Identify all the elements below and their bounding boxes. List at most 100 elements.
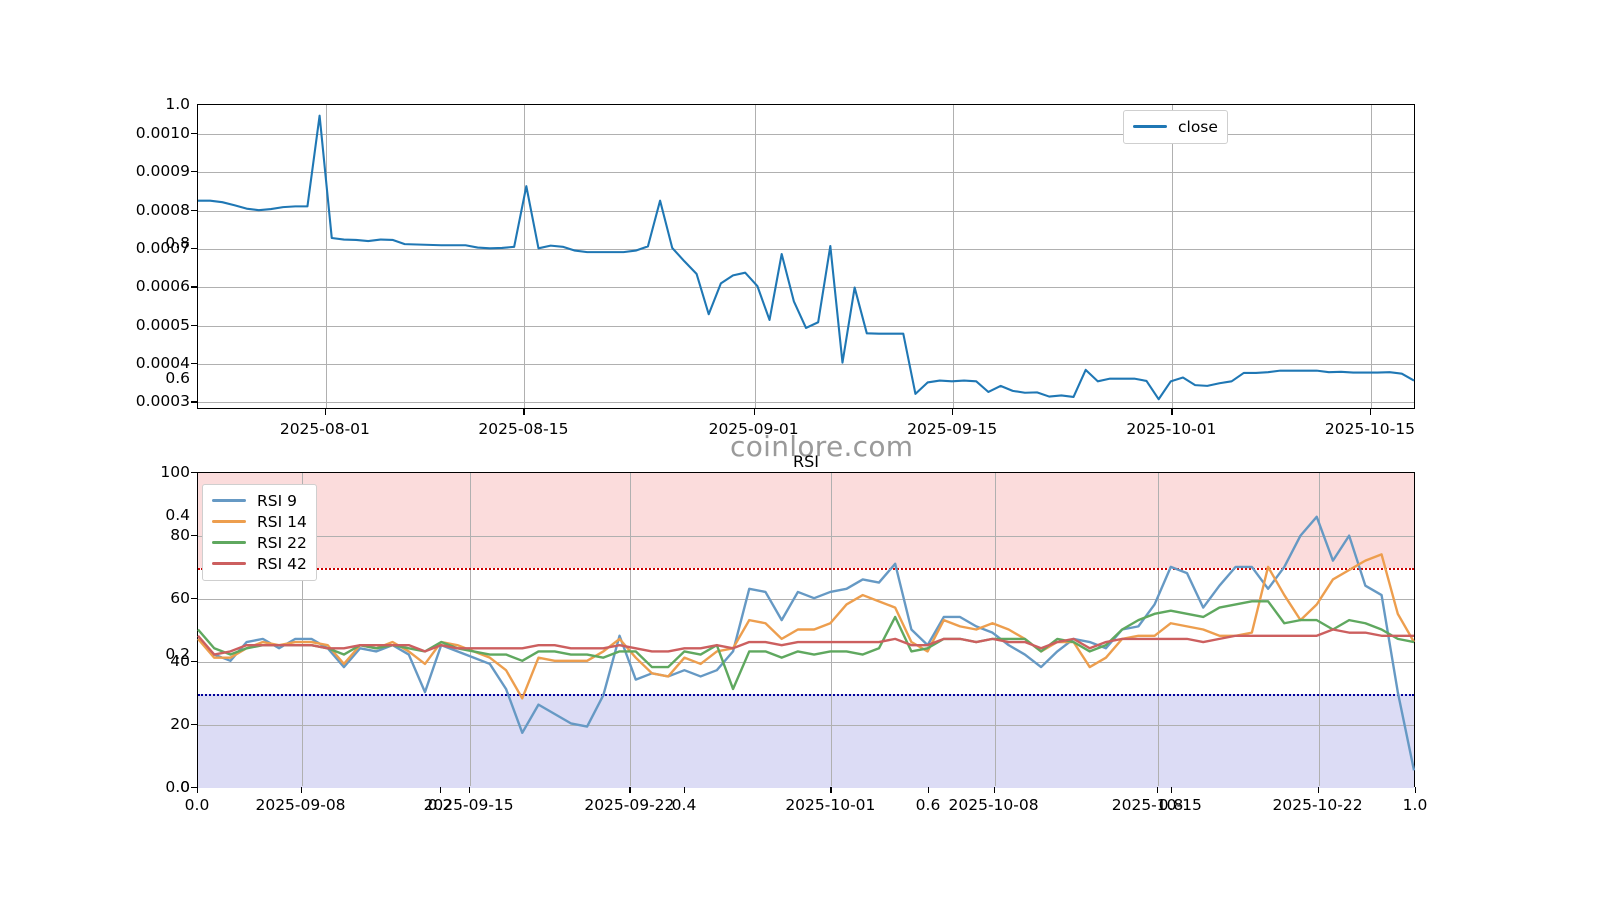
x-tick-mark [324, 409, 327, 415]
legend-label: close [1178, 117, 1218, 136]
rsi-x-tick-label: 2025-09-22 [584, 796, 675, 814]
gridline [630, 473, 632, 786]
rsi-line-rsi-9 [197, 515, 1416, 771]
rsi-y-tick-label: 20 [170, 715, 190, 733]
x-tick-mark [830, 787, 832, 793]
x-tick-mark [1415, 787, 1417, 793]
legend-item: RSI 22 [212, 532, 307, 553]
x-tick-mark [993, 787, 995, 793]
gridline [301, 473, 303, 786]
x-tick-mark [523, 409, 525, 415]
price-y-tick-label: 0.0007 [135, 238, 190, 257]
price-y-tick-label: 0.0005 [135, 315, 190, 334]
legend-swatch-icon [1133, 125, 1167, 128]
rsi-shaded-region [198, 473, 1414, 568]
x-tick-mark [440, 787, 442, 793]
rsi-y-tick-label-secondary: 0.0 [165, 778, 190, 796]
rsi-y-tick-label-secondary: 0.4 [165, 506, 190, 524]
legend-swatch-icon [212, 499, 246, 502]
x-tick-mark [1317, 787, 1319, 793]
gridline [198, 725, 1414, 726]
price-x-tick-label: 2025-10-01 [1126, 420, 1217, 438]
price-y-tick-label: 0.0009 [135, 162, 190, 181]
rsi-threshold-line [198, 693, 1414, 696]
rsi-x-tick-label-secondary: 1.0 [1402, 796, 1428, 814]
y-tick-mark [191, 132, 197, 135]
x-tick-mark [197, 787, 199, 793]
y-tick-mark [191, 661, 197, 663]
gridline [325, 105, 327, 408]
legend-label: RSI 22 [257, 533, 307, 552]
price-line-close [198, 114, 1415, 401]
price-y-tick-label-secondary: 1.0 [165, 95, 190, 113]
legend-label: RSI 9 [257, 491, 297, 510]
y-tick-mark [191, 171, 197, 173]
x-tick-mark [629, 787, 631, 793]
rsi-threshold-line [198, 567, 1414, 570]
price-x-tick-label: 2025-09-01 [708, 420, 799, 438]
price-x-tick-label: 2025-10-15 [1324, 420, 1415, 438]
x-tick-mark [1171, 787, 1173, 793]
x-tick-mark [1369, 409, 1372, 415]
x-tick-mark [928, 787, 930, 793]
price-series-close [198, 114, 1415, 401]
rsi-line-rsi-42 [197, 628, 1414, 656]
price-y-tick-label: 0.0003 [135, 392, 190, 411]
price-y-tick-label-secondary: 0.6 [165, 369, 190, 387]
rsi-y-tick-label: 60 [170, 589, 190, 607]
price-x-tick-label: 2025-08-15 [478, 420, 569, 438]
watermark: coinlore.com [730, 430, 914, 463]
rsi-x-tick-label: 2025-10-01 [785, 796, 876, 814]
price-y-tick-label: 0.0004 [135, 353, 190, 372]
rsi-x-tick-label-secondary: 0.8 [1158, 796, 1184, 814]
legend-item: RSI 9 [212, 490, 307, 511]
rsi-x-tick-label-secondary: 0.6 [915, 796, 941, 814]
gridline [754, 105, 756, 408]
y-tick-mark [191, 724, 197, 726]
gridline [198, 402, 1414, 404]
price-y-tick-label: 0.0010 [135, 123, 190, 142]
price-x-tick-label: 2025-09-15 [907, 420, 998, 438]
gridline [1370, 105, 1372, 408]
gridline [1318, 473, 1320, 786]
rsi-y-tick-label: 0 [180, 778, 190, 796]
x-tick-mark [468, 787, 470, 793]
rsi-y-tick-label: 100 [160, 463, 190, 481]
price-y-tick-label: 0.0006 [135, 277, 190, 296]
rsi-x-tick-label-secondary: 0.0 [184, 796, 210, 814]
gridline [198, 599, 1414, 600]
rsi-legend: RSI 9 RSI 14 RSI 22 RSI 42 [202, 484, 317, 581]
legend-label: RSI 42 [257, 554, 307, 573]
rsi-line-rsi-22 [197, 600, 1415, 691]
rsi-panel-title: RSI [793, 452, 819, 471]
x-tick-mark [1171, 409, 1173, 415]
x-tick-mark [753, 409, 755, 415]
x-tick-mark [300, 787, 302, 793]
gridline [831, 473, 833, 786]
rsi-x-tick-label: 2025-09-08 [255, 796, 346, 814]
gridline [994, 473, 996, 786]
legend-swatch-icon [212, 520, 246, 523]
rsi-y-tick-label-secondary: 0.2 [165, 645, 190, 663]
y-tick-mark [191, 286, 197, 288]
rsi-x-tick-label: 2025-09-15 [423, 796, 514, 814]
price-y-tick-label: 0.0008 [135, 200, 190, 219]
x-tick-mark [684, 787, 686, 793]
rsi-line-rsi-14 [197, 553, 1416, 700]
y-tick-mark [191, 787, 197, 789]
legend-item: RSI 42 [212, 553, 307, 574]
gridline [198, 662, 1414, 663]
y-tick-mark [191, 247, 197, 250]
y-tick-mark [191, 535, 197, 537]
legend-item: RSI 14 [212, 511, 307, 532]
y-tick-mark [191, 324, 197, 326]
gridline [953, 105, 955, 408]
y-tick-mark [191, 472, 197, 474]
gridline [524, 105, 526, 408]
rsi-x-tick-label-secondary: 0.2 [427, 796, 453, 814]
gridline [1157, 473, 1159, 786]
gridline [198, 248, 1414, 250]
rsi-chart-panel [197, 472, 1416, 788]
rsi-x-tick-label: 2025-10-08 [948, 796, 1039, 814]
